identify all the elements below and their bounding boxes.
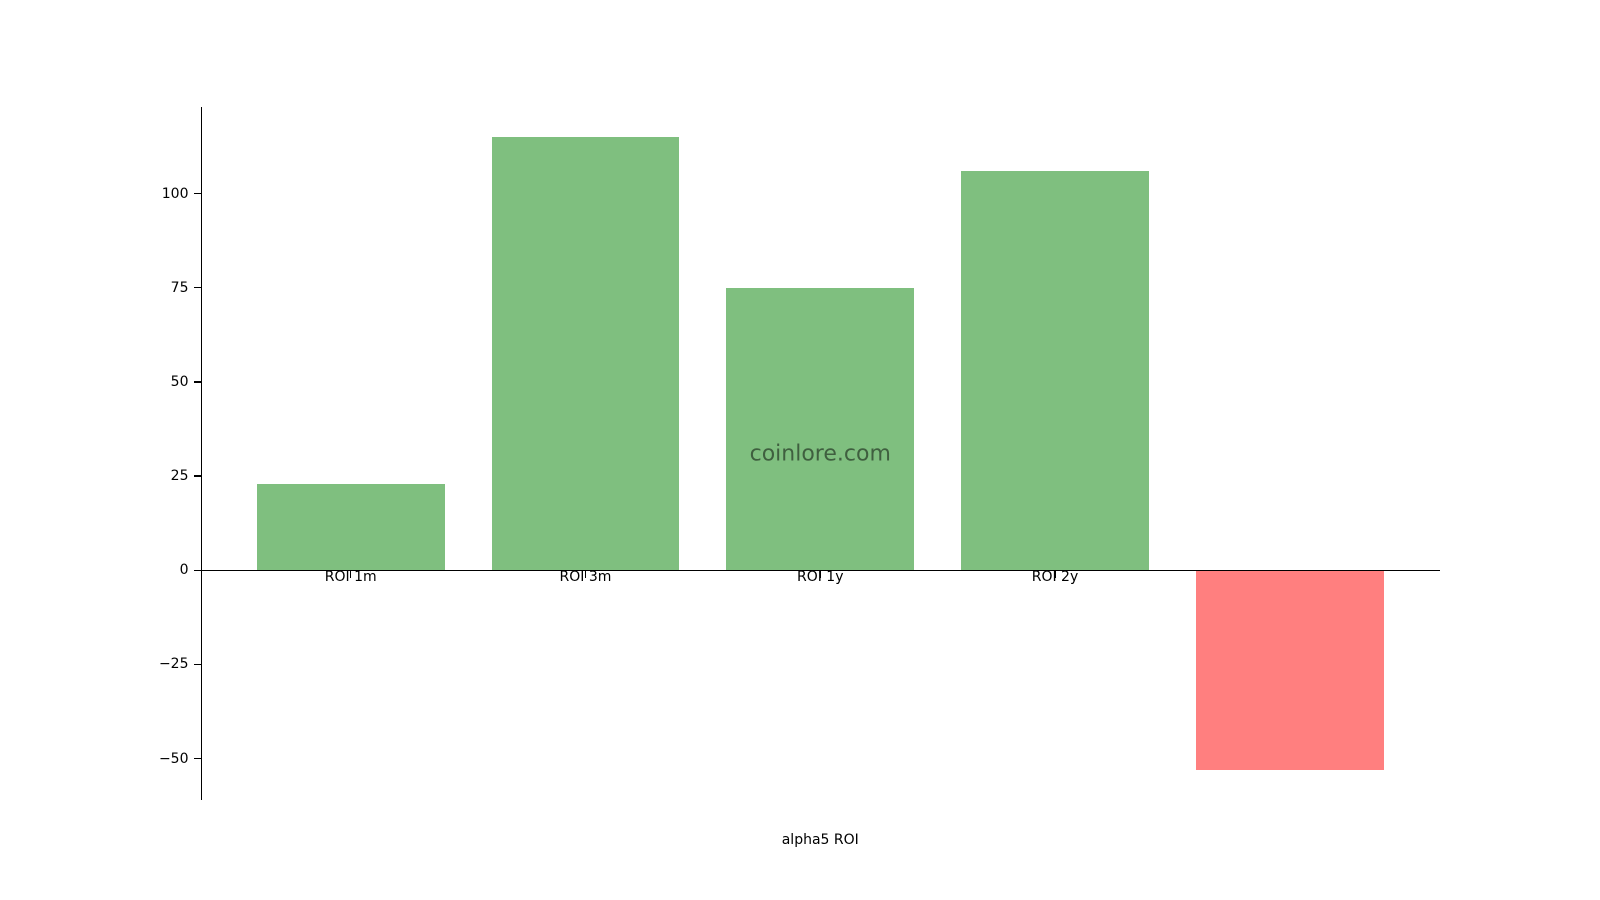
y-tick — [193, 193, 201, 195]
y-tick — [193, 381, 201, 383]
watermark-text: coinlore.com — [749, 441, 891, 466]
y-tick-label: 0 — [179, 562, 189, 579]
bar-roi-1m — [256, 483, 445, 571]
x-axis-line — [200, 569, 1440, 571]
y-tick — [193, 757, 201, 760]
y-tick-label: 50 — [170, 373, 189, 390]
y-tick-label: −50 — [158, 750, 189, 767]
chart-x-label: alpha5 ROI — [781, 832, 859, 848]
bar-roi-3m — [491, 137, 680, 571]
x-tick — [819, 570, 821, 579]
bar-roi-2y — [961, 171, 1149, 571]
y-tick-label: −25 — [158, 656, 189, 673]
x-tick — [1054, 570, 1056, 579]
y-tick-label: 100 — [161, 185, 189, 202]
bar-negative-4 — [1195, 570, 1384, 770]
y-tick — [193, 287, 201, 289]
bar-roi-1y — [726, 287, 915, 571]
x-tick — [584, 570, 587, 579]
y-tick — [193, 475, 201, 477]
y-tick — [193, 569, 201, 571]
y-axis-spine — [200, 107, 202, 800]
y-tick-label: 75 — [170, 279, 189, 296]
y-tick-label: 25 — [170, 468, 189, 485]
y-tick — [193, 663, 201, 665]
x-tick — [350, 570, 352, 579]
